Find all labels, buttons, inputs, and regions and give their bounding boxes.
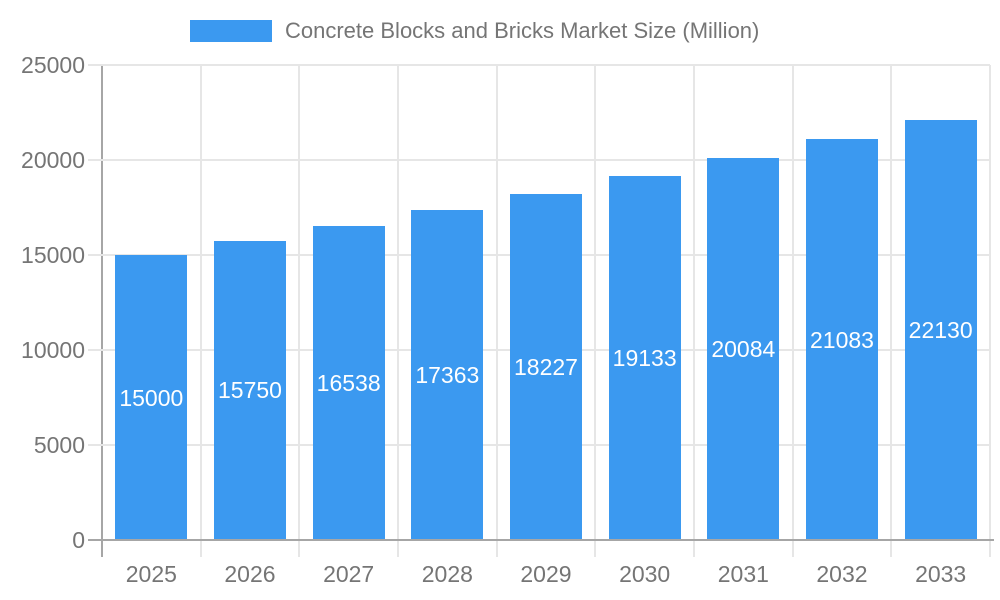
chart-legend: Concrete Blocks and Bricks Market Size (… — [190, 18, 759, 44]
x-axis-line — [88, 539, 994, 541]
vertical-gridline — [693, 65, 695, 557]
y-axis-label: 20000 — [21, 147, 85, 173]
bar-value-label: 17363 — [415, 362, 480, 389]
vertical-gridline — [397, 65, 399, 557]
bar: 20084 — [707, 158, 780, 540]
horizontal-gridline — [88, 159, 990, 161]
vertical-gridline — [890, 65, 893, 557]
bar: 15750 — [214, 240, 286, 540]
bar-value-label: 15000 — [119, 384, 184, 411]
vertical-gridline — [298, 65, 301, 557]
bar: 18227 — [510, 193, 582, 540]
x-axis-label: 2029 — [520, 561, 572, 587]
horizontal-gridline — [88, 64, 990, 66]
bar: 22130 — [904, 119, 977, 540]
bar-value-label: 16538 — [316, 369, 381, 396]
bar-value-label: 21083 — [810, 326, 874, 353]
x-axis-label: 2031 — [717, 561, 769, 587]
vertical-gridline — [989, 65, 991, 557]
x-axis-label: 2028 — [421, 561, 473, 587]
bar: 16538 — [312, 225, 385, 540]
bar-value-label: 22130 — [908, 316, 973, 343]
bar: 17363 — [411, 210, 484, 540]
bar: 15000 — [115, 255, 188, 540]
bar: 19133 — [608, 176, 681, 540]
legend-swatch — [190, 20, 272, 42]
vertical-gridline — [199, 65, 202, 557]
bar-value-label: 15750 — [218, 377, 282, 404]
vertical-gridline — [495, 65, 498, 557]
x-axis-label: 2026 — [224, 561, 276, 587]
legend-label: Concrete Blocks and Bricks Market Size (… — [285, 18, 760, 43]
x-axis-label: 2030 — [619, 561, 671, 587]
x-axis-label: 2033 — [915, 561, 967, 587]
bar-value-label: 20084 — [711, 336, 776, 363]
y-axis-label: 10000 — [21, 337, 85, 363]
y-axis-line — [101, 65, 103, 557]
vertical-gridline — [594, 65, 597, 557]
y-axis-label: 5000 — [33, 432, 85, 458]
x-axis-label: 2027 — [323, 561, 375, 587]
y-axis-label: 15000 — [21, 242, 85, 268]
y-axis-label: 25000 — [21, 52, 85, 78]
y-axis-label: 0 — [72, 527, 85, 553]
bar: 21083 — [806, 139, 878, 540]
bar-value-label: 18227 — [514, 353, 578, 380]
vertical-gridline — [791, 65, 794, 557]
x-axis-label: 2025 — [125, 561, 177, 587]
x-axis-label: 2032 — [816, 561, 868, 587]
bar-value-label: 19133 — [612, 345, 677, 372]
